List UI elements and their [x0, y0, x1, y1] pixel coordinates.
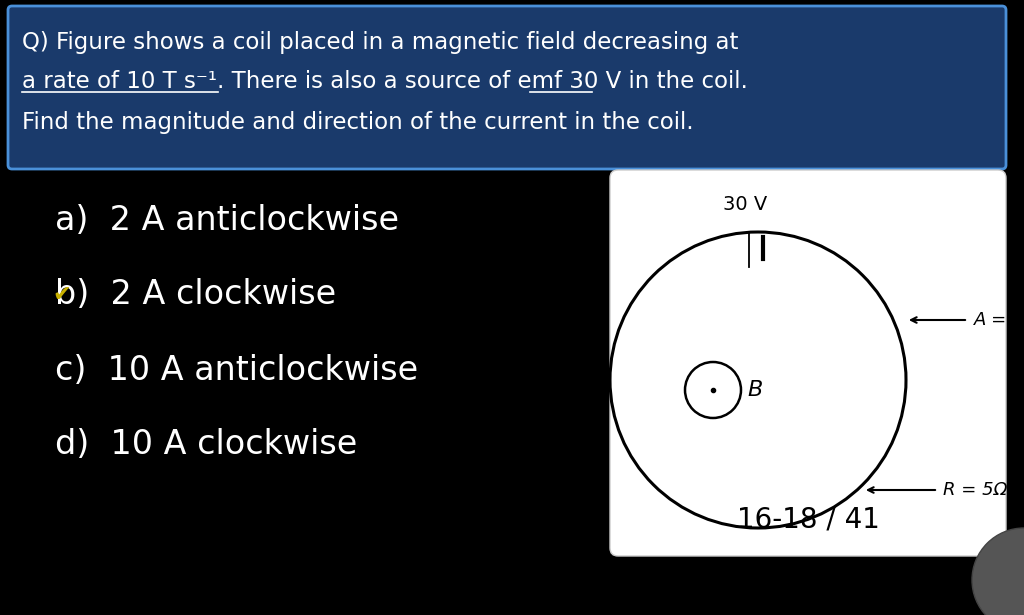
FancyBboxPatch shape [8, 6, 1006, 169]
Text: c)  10 A anticlockwise: c) 10 A anticlockwise [55, 354, 418, 386]
Text: ✔: ✔ [52, 285, 71, 305]
Circle shape [610, 232, 906, 528]
Text: B: B [746, 380, 762, 400]
Text: R = 5Ω: R = 5Ω [943, 481, 1008, 499]
Circle shape [972, 528, 1024, 615]
FancyBboxPatch shape [610, 170, 1006, 556]
Text: a rate of 10 T s⁻¹. There is also a source of emf 30 V in the coil.: a rate of 10 T s⁻¹. There is also a sour… [22, 71, 748, 93]
Text: a)  2 A anticlockwise: a) 2 A anticlockwise [55, 204, 399, 237]
Text: d)  10 A clockwise: d) 10 A clockwise [55, 429, 357, 461]
Text: A = 2 m²: A = 2 m² [974, 311, 1024, 329]
Text: 16-18 / 41: 16-18 / 41 [736, 506, 880, 534]
Circle shape [685, 362, 741, 418]
Text: 30 V: 30 V [723, 194, 767, 213]
Text: Q) Figure shows a coil placed in a magnetic field decreasing at: Q) Figure shows a coil placed in a magne… [22, 31, 738, 54]
Text: b)  2 A clockwise: b) 2 A clockwise [55, 279, 336, 312]
Text: Find the magnitude and direction of the current in the coil.: Find the magnitude and direction of the … [22, 111, 693, 133]
